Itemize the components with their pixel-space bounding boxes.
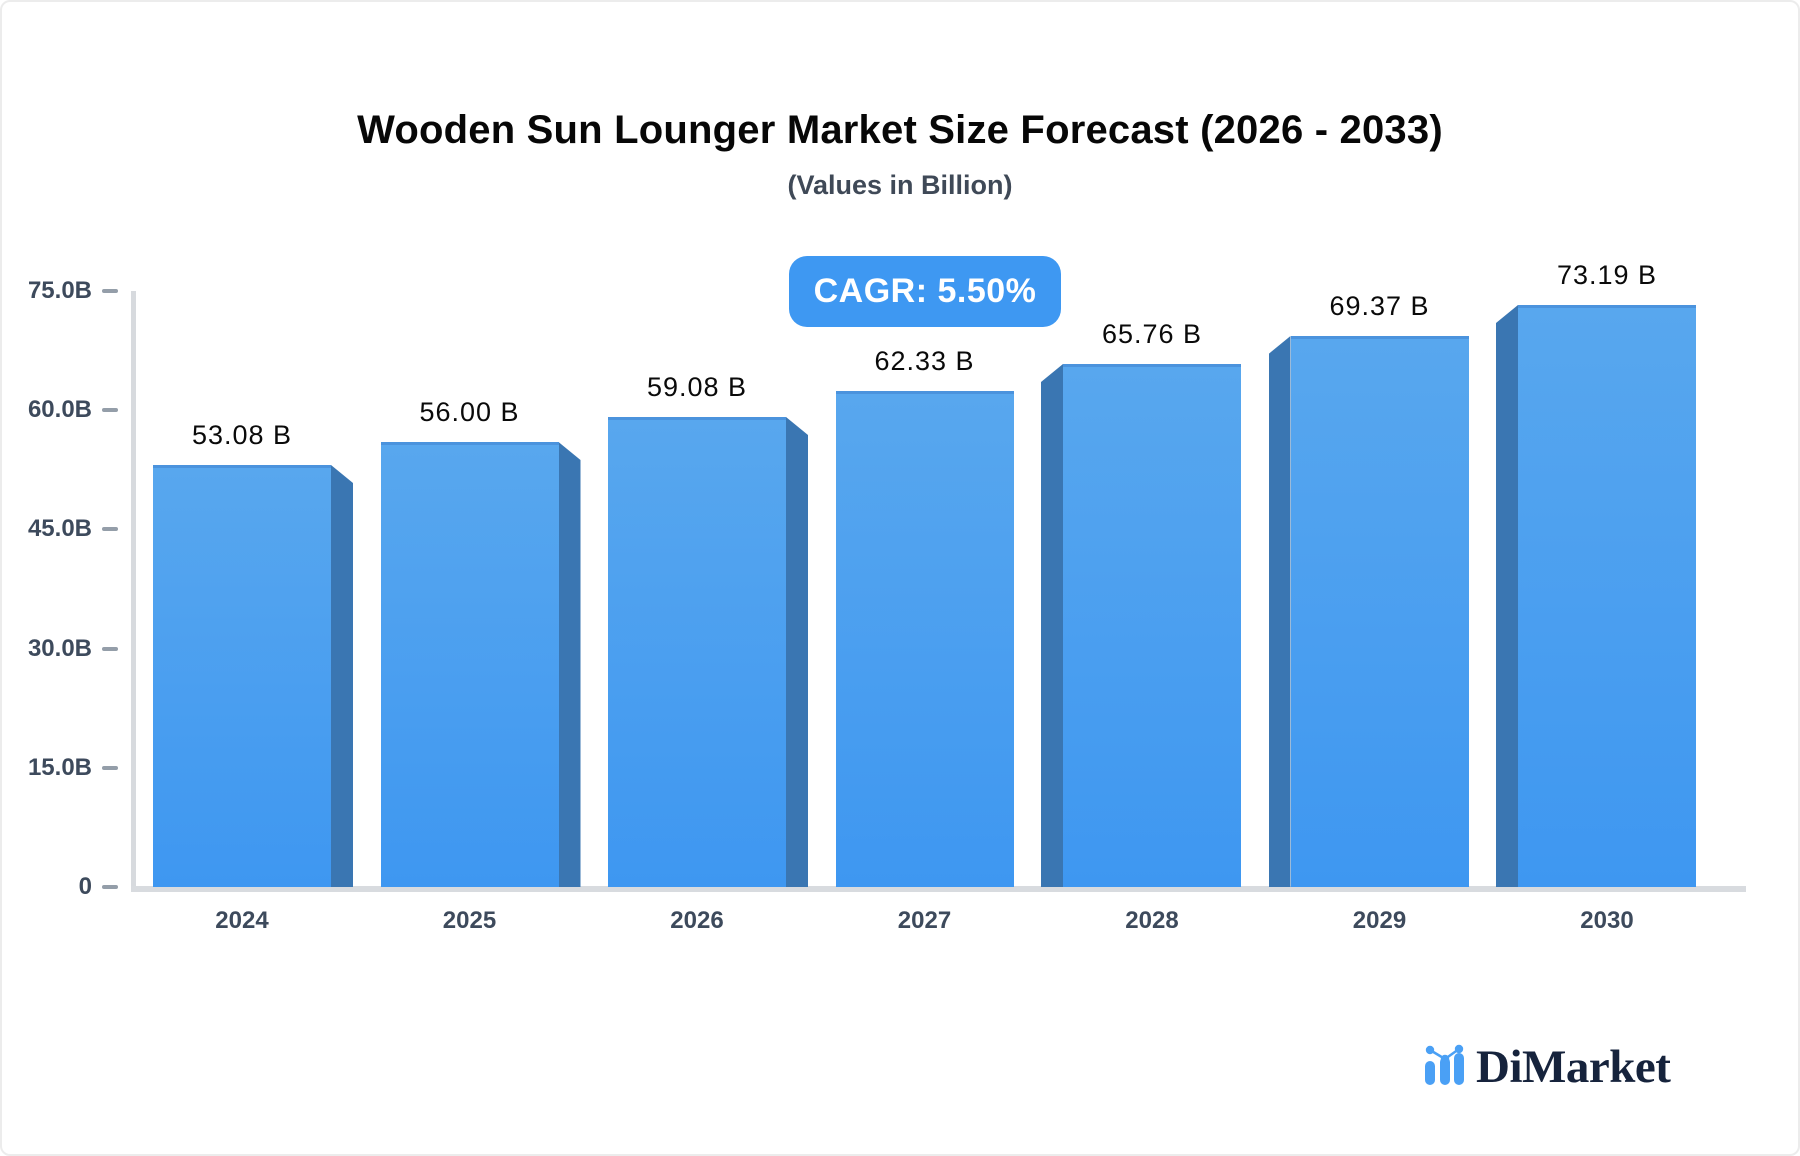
bar-value-label: 69.37 B bbox=[1329, 291, 1430, 321]
bar-value-label: 59.08 B bbox=[646, 372, 748, 402]
bar-line-chart-icon bbox=[1425, 1044, 1464, 1085]
bar-value-label: 56.00 B bbox=[419, 397, 520, 427]
x-axis-label: 2030 bbox=[1580, 907, 1634, 934]
bar-side-face bbox=[331, 465, 353, 887]
y-axis-tick bbox=[102, 408, 118, 412]
x-axis-label: 2029 bbox=[1352, 907, 1407, 934]
bar-2027 bbox=[835, 391, 1014, 887]
y-axis-label: 75.0B bbox=[27, 276, 92, 304]
y-axis-label: 60.0B bbox=[27, 396, 92, 423]
y-axis-tick bbox=[102, 646, 118, 651]
bar-side-face bbox=[558, 442, 581, 887]
bar-side-face bbox=[1041, 364, 1063, 887]
bar-side-face bbox=[1496, 305, 1518, 887]
x-axis-label: 2028 bbox=[1125, 907, 1179, 934]
chart-title: Wooden Sun Lounger Market Size Forecast … bbox=[357, 108, 1443, 152]
bar-value-label: 65.76 B bbox=[1101, 319, 1203, 349]
bar-side-face bbox=[1268, 336, 1291, 887]
y-axis-tick bbox=[102, 527, 118, 532]
bar-2028 bbox=[1063, 364, 1241, 887]
x-axis-label: 2026 bbox=[670, 907, 724, 934]
y-axis-label: 45.0B bbox=[27, 515, 92, 543]
x-axis-label: 2025 bbox=[442, 907, 497, 934]
x-axis-line bbox=[131, 886, 1746, 892]
y-axis-line bbox=[131, 291, 136, 888]
y-axis-tick bbox=[102, 288, 118, 293]
cagr-badge: CAGR: 5.50% bbox=[789, 256, 1061, 327]
y-axis-tick bbox=[102, 885, 118, 889]
bar-2029 bbox=[1290, 336, 1469, 887]
bar-2026 bbox=[608, 417, 786, 887]
brand-name: DiMarket bbox=[1476, 1041, 1671, 1093]
bar-value-label: 62.33 B bbox=[874, 346, 975, 376]
bar-value-label: 53.08 B bbox=[191, 420, 293, 450]
chart-subtitle: (Values in Billion) bbox=[787, 170, 1013, 200]
bar-2025 bbox=[380, 442, 559, 887]
x-axis-label: 2027 bbox=[897, 907, 952, 934]
bar-side-face bbox=[786, 417, 808, 887]
y-axis-tick bbox=[102, 765, 118, 770]
y-axis-label: 15.0B bbox=[27, 753, 92, 781]
bar-2030 bbox=[1518, 305, 1696, 887]
x-axis-label: 2024 bbox=[215, 907, 269, 934]
y-axis-label: 0 bbox=[78, 873, 92, 900]
bar-2024 bbox=[153, 465, 331, 887]
bar-value-label: 73.19 B bbox=[1556, 260, 1658, 290]
brand-logo: DiMarket bbox=[1422, 1041, 1671, 1093]
y-axis-label: 30.0B bbox=[27, 634, 92, 662]
